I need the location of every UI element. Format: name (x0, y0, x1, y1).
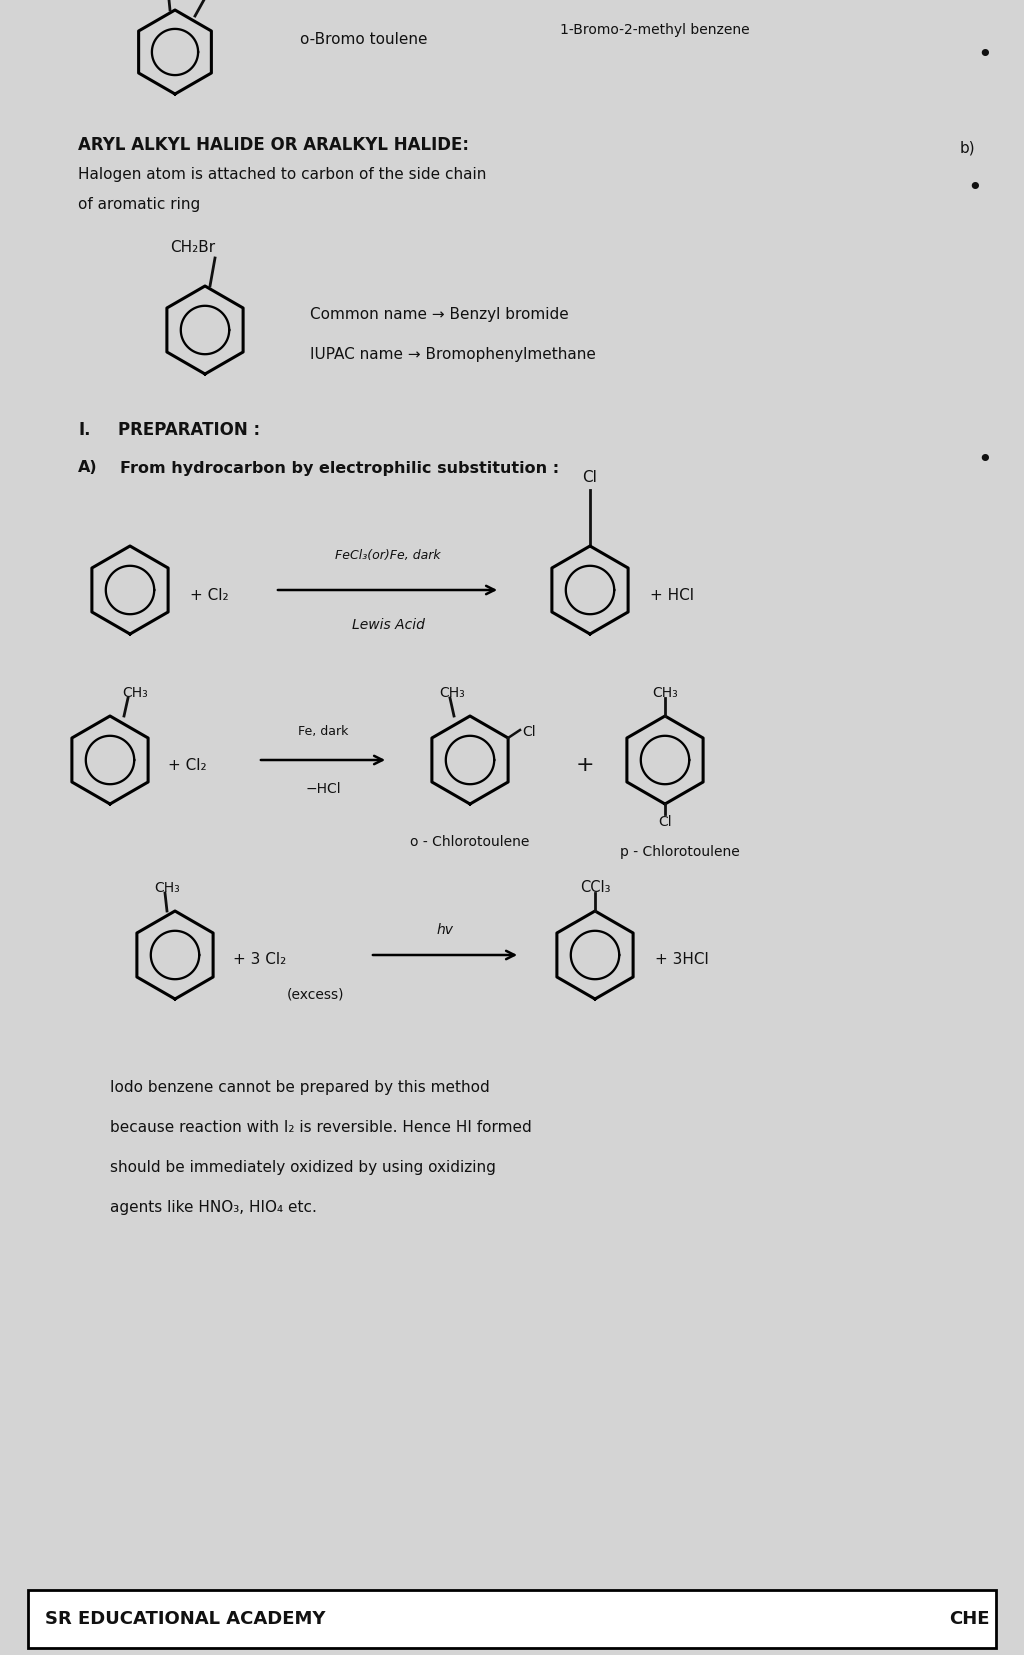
Text: +: + (575, 755, 594, 775)
Text: because reaction with I₂ is reversible. Hence HI formed: because reaction with I₂ is reversible. … (110, 1120, 531, 1135)
Text: Iodo benzene cannot be prepared by this method: Iodo benzene cannot be prepared by this … (110, 1081, 489, 1096)
Text: + 3HCl: + 3HCl (655, 953, 709, 968)
Text: I.: I. (78, 420, 90, 439)
Text: ARYL ALKYL HALIDE OR ARALKYL HALIDE:: ARYL ALKYL HALIDE OR ARALKYL HALIDE: (78, 136, 469, 154)
Text: CH₃: CH₃ (652, 687, 678, 700)
Text: o-Bromo toulene: o-Bromo toulene (300, 33, 427, 48)
Text: PREPARATION :: PREPARATION : (118, 420, 260, 439)
Text: CH₃: CH₃ (155, 880, 180, 895)
Text: IUPAC name → Bromophenylmethane: IUPAC name → Bromophenylmethane (310, 348, 596, 362)
FancyBboxPatch shape (28, 1590, 996, 1648)
Text: o - Chlorotoulene: o - Chlorotoulene (411, 836, 529, 849)
Text: SR EDUCATIONAL ACADEMY: SR EDUCATIONAL ACADEMY (45, 1610, 326, 1629)
Text: CH₂Br: CH₂Br (170, 240, 215, 255)
Text: Cl: Cl (583, 470, 597, 485)
Text: From hydrocarbon by electrophilic substitution :: From hydrocarbon by electrophilic substi… (120, 460, 559, 475)
Text: of aromatic ring: of aromatic ring (78, 197, 201, 212)
Text: Cl: Cl (522, 725, 536, 740)
Text: + HCl: + HCl (650, 588, 694, 602)
Text: should be immediately oxidized by using oxidizing: should be immediately oxidized by using … (110, 1160, 496, 1175)
Text: Fe, dark: Fe, dark (298, 725, 348, 738)
Text: agents like HNO₃, HIO₄ etc.: agents like HNO₃, HIO₄ etc. (110, 1200, 316, 1215)
Text: CH₃: CH₃ (439, 687, 465, 700)
Text: FeCl₃(or)Fe, dark: FeCl₃(or)Fe, dark (335, 549, 440, 563)
Text: + Cl₂: + Cl₂ (190, 588, 228, 602)
Text: −HCl: −HCl (305, 783, 341, 796)
Text: b): b) (961, 141, 976, 156)
Text: p - Chlorotoulene: p - Chlorotoulene (621, 846, 740, 859)
Text: hv: hv (436, 923, 454, 937)
Text: Halogen atom is attached to carbon of the side chain: Halogen atom is attached to carbon of th… (78, 167, 486, 182)
Text: •: • (978, 43, 992, 66)
Text: Common name → Benzyl bromide: Common name → Benzyl bromide (310, 308, 568, 323)
Text: CCl₃: CCl₃ (580, 880, 610, 895)
Text: 1-Bromo-2-methyl benzene: 1-Bromo-2-methyl benzene (560, 23, 750, 36)
Text: + 3 Cl₂: + 3 Cl₂ (233, 953, 287, 968)
Text: Lewis Acid: Lewis Acid (351, 617, 424, 632)
Text: + Cl₂: + Cl₂ (168, 758, 207, 773)
Text: •: • (978, 449, 992, 472)
Text: (excess): (excess) (287, 986, 344, 1001)
Text: CHE: CHE (949, 1610, 990, 1629)
Text: Cl: Cl (658, 814, 672, 829)
Text: CH₃: CH₃ (122, 687, 147, 700)
Text: •: • (968, 175, 982, 200)
Text: A): A) (78, 460, 97, 475)
